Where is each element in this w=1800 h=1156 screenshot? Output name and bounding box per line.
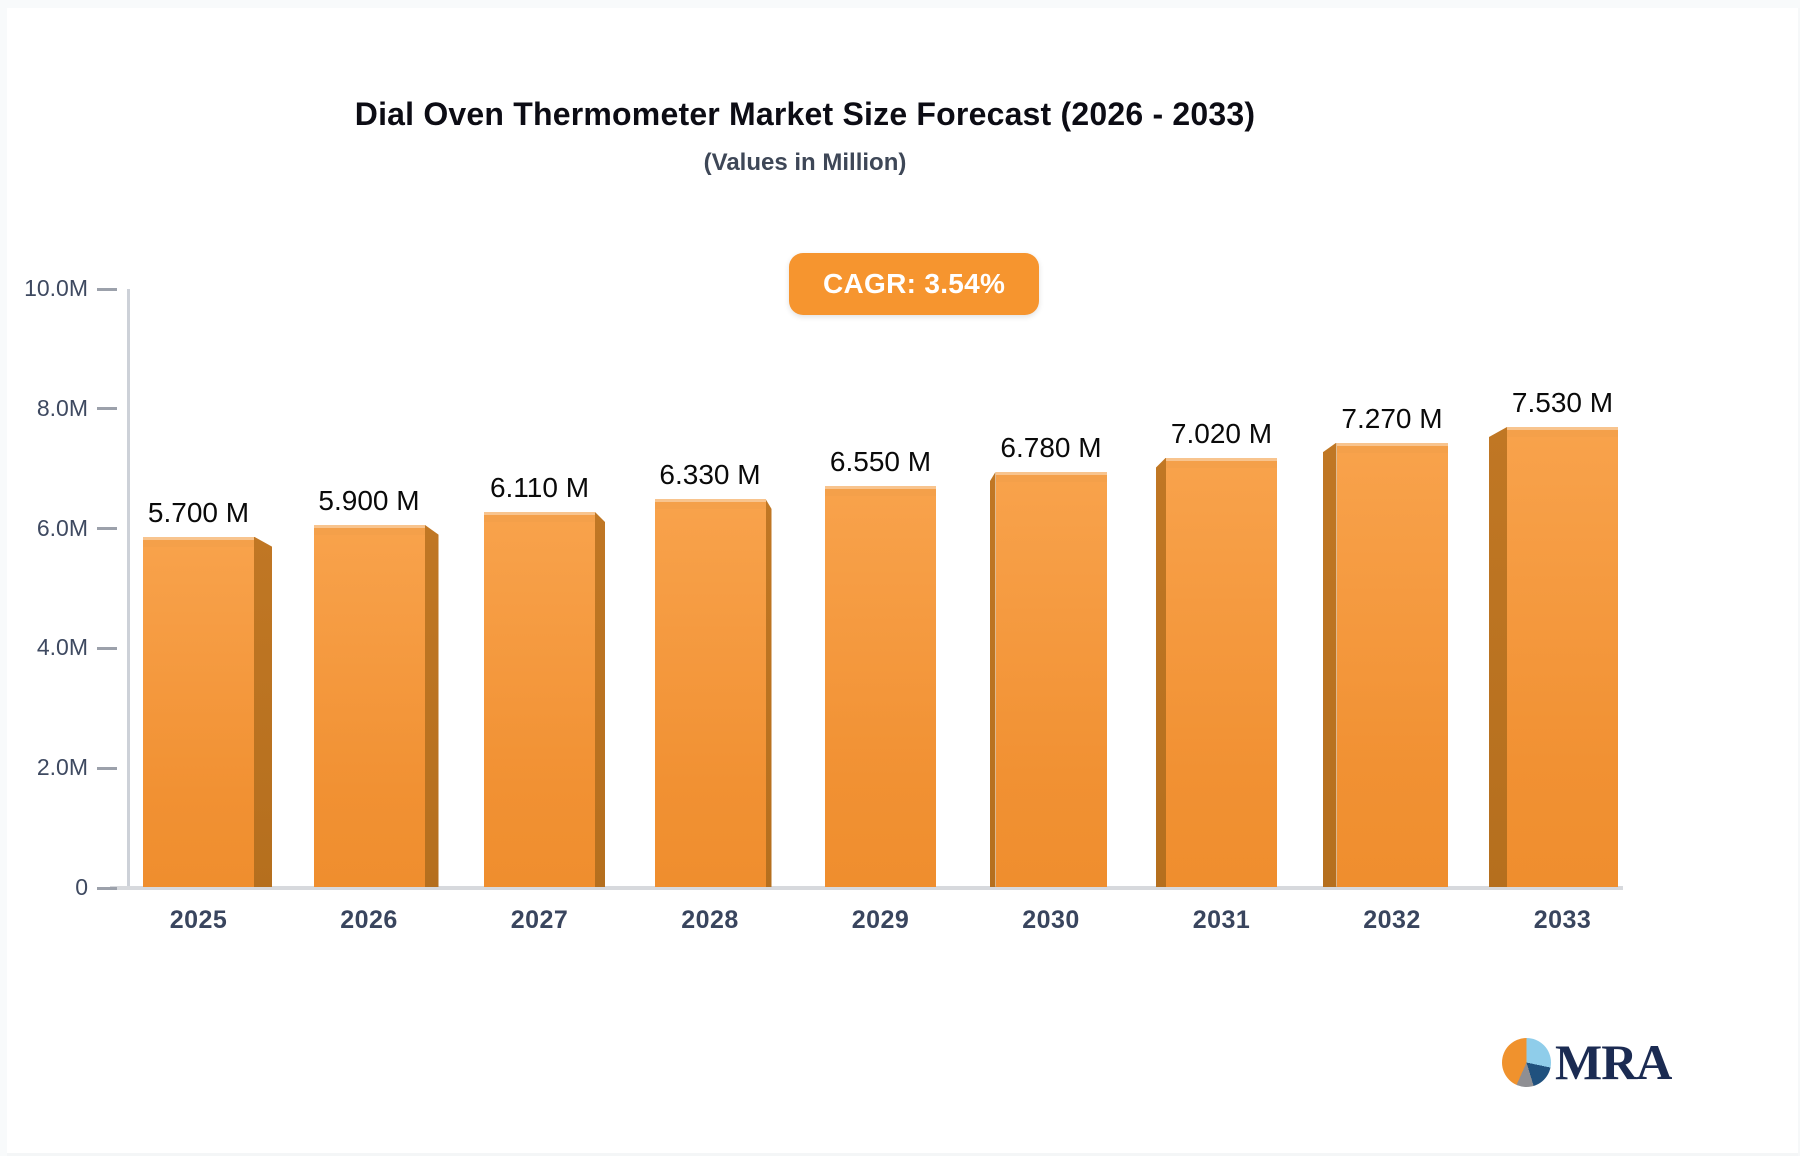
chart-subtitle: (Values in Million) <box>703 149 907 176</box>
bar-side-face-2032 <box>1322 442 1337 887</box>
y-axis-line <box>127 289 130 889</box>
value-label-2029: 6.550 M <box>829 445 932 477</box>
bar-top-face-2026 <box>313 524 425 535</box>
chart-title: Dial Oven Thermometer Market Size Foreca… <box>354 96 1256 132</box>
bar-2028 <box>654 508 766 887</box>
value-label-2027: 6.110 M <box>489 472 590 503</box>
value-label-2026: 5.900 M <box>318 484 420 516</box>
bar-top-face-2033 <box>1507 426 1618 437</box>
bar-top-face-2028 <box>654 498 766 509</box>
bar-side-face-2030 <box>989 471 996 887</box>
value-label-2025: 5.700 M <box>147 496 250 528</box>
bar-2030 <box>995 481 1107 887</box>
mra-logo: MRA <box>1502 1034 1672 1090</box>
y-tick-dash <box>97 646 117 650</box>
bar-2031 <box>1166 467 1277 887</box>
logo-text: MRA <box>1555 1034 1672 1090</box>
y-tick-label: 2.0M <box>36 754 88 781</box>
x-axis-label-2027: 2027 <box>510 906 569 934</box>
y-tick-label: 4.0M <box>36 634 88 661</box>
bar-side-face-2027 <box>595 512 605 887</box>
value-label-2031: 7.020 M <box>1170 417 1273 449</box>
cagr-badge: CAGR: 3.54% <box>789 253 1040 315</box>
x-axis-label-2029: 2029 <box>851 906 910 934</box>
bar-2027 <box>484 522 595 887</box>
value-label-2028: 6.330 M <box>659 458 761 490</box>
bar-top-face-2029 <box>825 485 936 496</box>
bar-top-face-2025 <box>143 536 254 547</box>
bar-2033 <box>1507 436 1618 887</box>
x-axis-label-2026: 2026 <box>340 906 398 934</box>
x-axis-label-2033: 2033 <box>1533 906 1592 934</box>
y-tick-dash <box>97 527 117 531</box>
pie-chart-icon <box>1502 1038 1551 1087</box>
bar-top-face-2032 <box>1336 442 1448 453</box>
x-axis-label-2031: 2031 <box>1192 906 1251 934</box>
y-tick-label: 8.0M <box>36 394 88 421</box>
y-tick-dash <box>97 287 117 291</box>
bar-side-face-2025 <box>254 536 272 887</box>
bar-side-face-2028 <box>765 498 772 887</box>
x-axis-baseline <box>110 886 1623 890</box>
y-tick-label: 0 <box>75 874 88 900</box>
y-tick-dash <box>97 886 117 890</box>
bar-side-face-2031 <box>1156 457 1166 887</box>
value-label-2030: 6.780 M <box>1000 431 1102 463</box>
x-axis-label-2028: 2028 <box>681 906 739 934</box>
y-tick-dash <box>97 407 117 411</box>
y-tick-label: 6.0M <box>36 514 88 541</box>
bar-2025 <box>143 546 254 887</box>
y-tick-label: 10.0M <box>24 275 88 301</box>
bar-2032 <box>1336 452 1448 887</box>
bar-2026 <box>313 534 425 887</box>
bar-top-face-2030 <box>995 471 1107 482</box>
bar-top-face-2031 <box>1166 457 1277 468</box>
x-axis-label-2032: 2032 <box>1363 906 1421 934</box>
x-axis-label-2025: 2025 <box>169 906 228 934</box>
y-tick-dash <box>97 766 117 770</box>
x-axis-label-2030: 2030 <box>1022 906 1080 934</box>
bar-side-face-2026 <box>424 524 439 887</box>
bar-top-face-2027 <box>484 512 595 522</box>
value-label-2032: 7.270 M <box>1341 402 1443 434</box>
bar-side-face-2033 <box>1489 426 1507 887</box>
value-label-2033: 7.530 M <box>1511 386 1614 418</box>
bar-2029 <box>825 495 936 887</box>
